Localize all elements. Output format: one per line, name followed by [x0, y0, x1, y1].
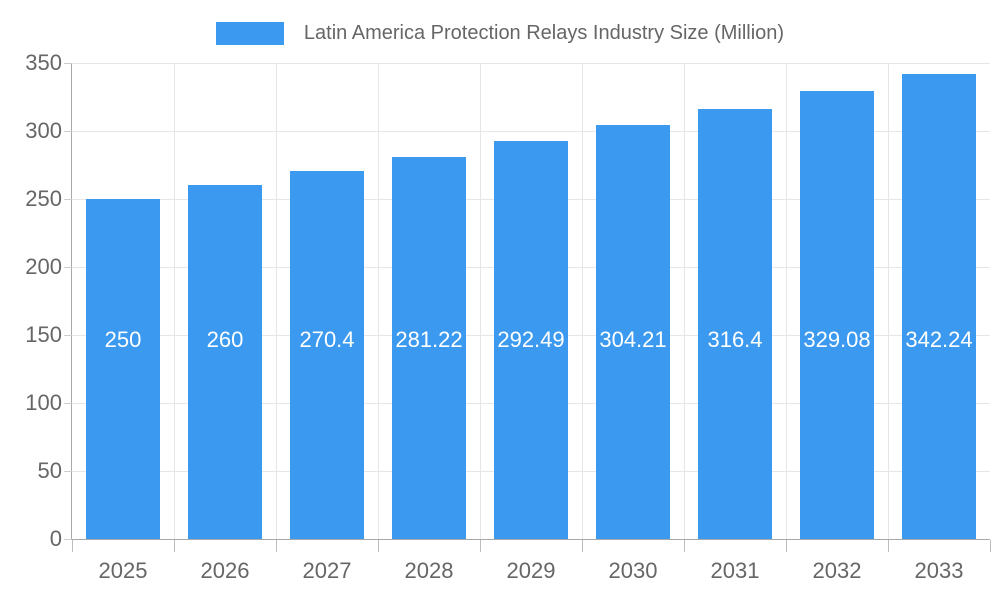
y-axis-tick-label: 300 — [25, 118, 62, 143]
bar-cell: 281.22 — [378, 63, 480, 539]
y-axis-tick-mark — [64, 267, 72, 268]
bar-2030[interactable] — [596, 125, 670, 539]
x-gridline — [786, 63, 787, 539]
x-gridline — [174, 63, 175, 539]
x-axis-tick-mark — [480, 540, 481, 552]
x-axis-tick-label-2033: 2033 — [914, 558, 964, 583]
x-axis-tick-mark — [888, 540, 889, 552]
x-axis-tick-label-2031: 2031 — [710, 558, 760, 583]
x-axis-tick-mark — [276, 540, 277, 552]
bar-2029[interactable] — [494, 141, 568, 539]
x-gridline — [888, 63, 889, 539]
y-axis-tick-label: 200 — [25, 254, 62, 279]
y-axis-line — [71, 63, 72, 540]
y-axis-tick-label: 0 — [49, 526, 62, 551]
bar-2033[interactable] — [902, 73, 976, 539]
y-axis-tick-mark — [64, 335, 72, 336]
x-axis-line — [72, 539, 990, 540]
x-axis-tick-mark — [582, 540, 583, 552]
x-gridline — [276, 63, 277, 539]
y-axis-tick-mark — [64, 471, 72, 472]
bar-2026[interactable] — [188, 185, 262, 539]
bar-2027[interactable] — [290, 171, 364, 539]
x-gridline — [582, 63, 583, 539]
bar-cell: 260 — [174, 63, 276, 539]
x-axis-tick-mark — [72, 540, 73, 552]
bar-cell: 270.4 — [276, 63, 378, 539]
y-axis-tick-label: 350 — [25, 50, 62, 75]
chart-legend: Latin America Protection Relays Industry… — [0, 14, 1000, 52]
x-axis-tick-label-2027: 2027 — [302, 558, 352, 583]
y-axis-tick-label: 150 — [25, 322, 62, 347]
bar-2032[interactable] — [800, 91, 874, 539]
y-axis-tick-mark — [64, 131, 72, 132]
legend-swatch-series-0[interactable] — [215, 21, 284, 45]
x-axis-tick-mark — [684, 540, 685, 552]
y-axis-tick-label: 50 — [37, 458, 62, 483]
x-axis-tick-mark — [786, 540, 787, 552]
x-axis-tick-mark — [174, 540, 175, 552]
bar-cell: 342.24 — [888, 63, 990, 539]
x-axis-tick-label-2029: 2029 — [506, 558, 556, 583]
y-axis-tick-label: 250 — [25, 186, 62, 211]
y-gridline — [72, 131, 990, 132]
bar-2028[interactable] — [392, 156, 466, 539]
bar-cell: 304.21 — [582, 63, 684, 539]
x-gridline — [378, 63, 379, 539]
y-axis-tick-mark — [64, 199, 72, 200]
legend-label-series-0[interactable]: Latin America Protection Relays Industry… — [303, 22, 785, 44]
y-axis-tick-label: 100 — [25, 390, 62, 415]
bar-cell: 329.08 — [786, 63, 888, 539]
x-gridline — [684, 63, 685, 539]
x-axis-tick-label-2030: 2030 — [608, 558, 658, 583]
bar-cell: 316.4 — [684, 63, 786, 539]
y-axis-tick-mark — [64, 539, 72, 540]
bar-2031[interactable] — [698, 108, 772, 539]
x-axis-tick-label-2026: 2026 — [200, 558, 250, 583]
y-axis-tick-mark — [64, 403, 72, 404]
bar-cell: 250 — [72, 63, 174, 539]
x-gridline — [480, 63, 481, 539]
y-axis-tick-mark — [64, 63, 72, 64]
bar-cell: 292.49 — [480, 63, 582, 539]
x-axis-tick-label-2025: 2025 — [98, 558, 148, 583]
bar-series-group: 250 260 270.4 281.22 292.49 304.21 316.4 329.08… — [72, 63, 990, 539]
bar-2025[interactable] — [86, 199, 160, 539]
x-axis-tick-label-2032: 2032 — [812, 558, 862, 583]
x-axis-tick-mark — [990, 540, 991, 552]
x-axis-tick-label-2028: 2028 — [404, 558, 454, 583]
y-gridline — [72, 63, 990, 64]
x-axis-tick-mark — [378, 540, 379, 552]
